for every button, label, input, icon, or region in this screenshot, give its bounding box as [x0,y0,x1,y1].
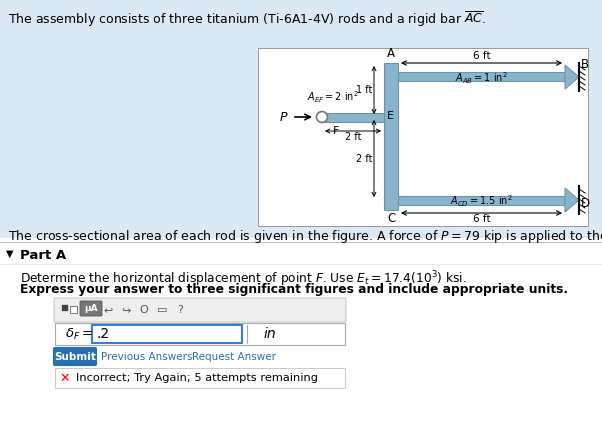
Bar [0,238,602,436]
Text: C: C [387,212,395,225]
Bar [61,304,68,311]
Text: The assembly consists of three titanium (Ti-6A1-4V) rods and a rigid bar $\overl: The assembly consists of three titanium … [8,10,486,29]
Text: .2: .2 [96,327,109,341]
Text: ↪: ↪ [122,305,131,315]
Text: 6 ft: 6 ft [473,214,490,224]
Bar [258,48,588,226]
Text: Incorrect; Try Again; 5 attempts remaining: Incorrect; Try Again; 5 attempts remaini… [76,373,318,383]
Text: Part A: Part A [20,249,66,262]
Text: ▼: ▼ [6,249,13,259]
Bar [55,368,345,388]
Bar [398,195,565,204]
Text: Determine the horizontal displacement of point $F$. Use $E_t = 17.4(10^3)$ ksi.: Determine the horizontal displacement of… [20,269,467,289]
Bar [55,323,345,345]
Text: ?: ? [177,305,183,315]
Text: μA: μA [84,304,98,313]
Bar [384,63,398,210]
FancyBboxPatch shape [54,298,346,322]
Bar [398,72,565,82]
Text: F: F [333,126,339,136]
Text: in: in [264,327,276,341]
Text: 1 ft: 1 ft [356,85,372,95]
Bar [0,0,602,238]
Text: Ο: Ο [140,305,148,315]
Text: E: E [387,111,394,121]
Text: $A_{CD}=1.5\ \mathrm{in}^2$: $A_{CD}=1.5\ \mathrm{in}^2$ [450,193,513,209]
Text: ▭: ▭ [157,305,167,315]
Text: D: D [581,197,590,210]
FancyBboxPatch shape [54,347,96,365]
Text: Previous Answers: Previous Answers [101,351,193,361]
Text: Submit: Submit [54,351,96,361]
Polygon shape [565,188,579,212]
Text: ↩: ↩ [104,305,113,315]
Text: B: B [581,58,589,71]
Text: $A_{EF}=2\ \mathrm{in}^2$: $A_{EF}=2\ \mathrm{in}^2$ [307,89,359,105]
Text: 2 ft: 2 ft [356,153,372,164]
Text: ✕: ✕ [60,371,70,385]
Bar [92,325,242,343]
FancyBboxPatch shape [80,301,102,316]
Text: $A_{AB}=1\ \mathrm{in}^2$: $A_{AB}=1\ \mathrm{in}^2$ [455,70,508,86]
Text: Express your answer to three significant figures and include appropriate units.: Express your answer to three significant… [20,283,568,296]
Text: A: A [387,47,395,60]
Circle shape [317,112,327,123]
Polygon shape [565,65,579,89]
Text: 2 ft: 2 ft [345,132,361,142]
Bar [322,112,384,122]
Text: 6 ft: 6 ft [473,51,490,61]
Text: P: P [279,110,287,123]
Text: Request Answer: Request Answer [192,351,276,361]
Text: The cross-sectional area of each rod is given in the figure. A force of $P = 79$: The cross-sectional area of each rod is … [8,228,602,245]
Bar [70,306,77,313]
Text: $\delta_F =$: $\delta_F =$ [65,327,93,341]
